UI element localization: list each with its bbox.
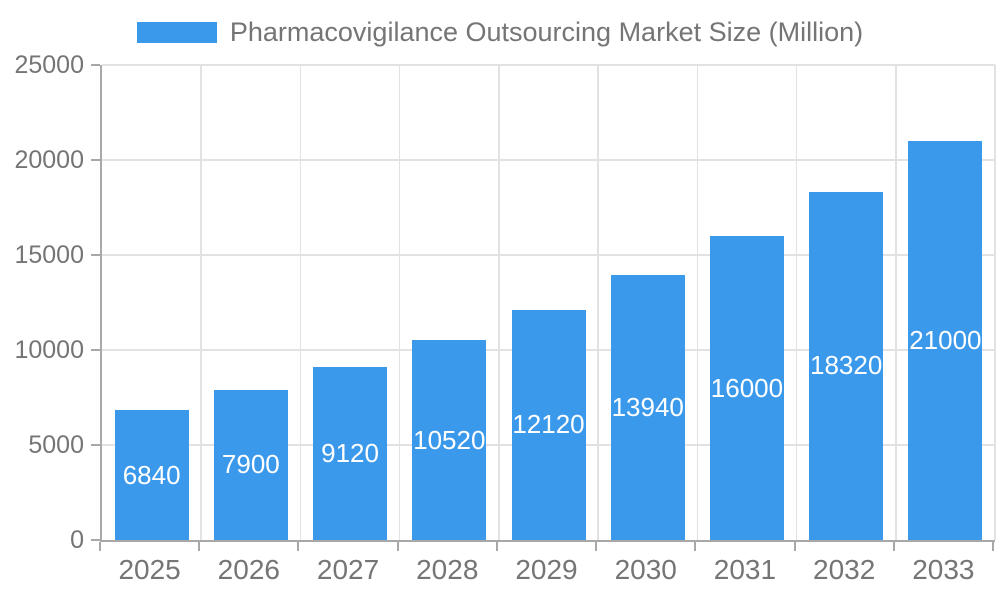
x-tick-mark xyxy=(595,542,598,551)
bar[interactable]: 18320 xyxy=(809,191,884,540)
chart-title: Pharmacovigilance Outsourcing Market Siz… xyxy=(229,17,864,47)
y-tick-label: 5000 xyxy=(28,431,84,459)
bar[interactable]: 13940 xyxy=(610,275,685,540)
h-gridline xyxy=(102,159,995,161)
bar[interactable]: 7900 xyxy=(213,389,288,540)
bar-value-label: 7900 xyxy=(221,449,280,480)
v-gridline xyxy=(398,65,401,540)
x-tick-mark xyxy=(396,542,399,551)
bar-value-label: 10520 xyxy=(413,424,486,455)
x-tick-label: 2029 xyxy=(515,554,578,585)
bar-value-label: 12120 xyxy=(512,409,585,440)
plot-area: 6840 7900 9120 10520 12120 13940 16000 18320 210… xyxy=(100,64,996,542)
legend-swatch xyxy=(136,22,217,43)
y-tick-mark xyxy=(91,254,100,256)
v-gridline xyxy=(795,65,798,540)
bar[interactable]: 9120 xyxy=(313,366,388,540)
bar-value-label: 16000 xyxy=(710,372,784,403)
x-tick-mark xyxy=(198,542,201,551)
y-tick-label: 0 xyxy=(70,526,84,554)
bar[interactable]: 21000 xyxy=(908,141,983,540)
y-tick-label: 10000 xyxy=(14,336,84,364)
x-tick-label: 2032 xyxy=(813,554,876,585)
bar-value-label: 21000 xyxy=(909,325,982,355)
h-gridline xyxy=(102,64,995,66)
bar[interactable]: 16000 xyxy=(709,236,784,540)
y-tick-label: 20000 xyxy=(14,146,84,174)
v-gridline xyxy=(200,65,202,540)
y-tick-label: 15000 xyxy=(14,241,84,269)
x-tick-mark xyxy=(495,542,498,551)
x-tick-label: 2026 xyxy=(217,554,280,585)
x-tick-mark xyxy=(99,542,101,551)
y-tick-mark xyxy=(91,159,100,161)
y-tick-mark xyxy=(91,349,100,351)
x-tick-mark xyxy=(793,542,796,551)
h-gridline xyxy=(102,254,995,256)
y-tick-mark xyxy=(91,64,100,66)
bar[interactable]: 10520 xyxy=(412,340,487,540)
bar-value-label: 6840 xyxy=(122,459,181,490)
x-tick-label: 2031 xyxy=(713,554,777,585)
x-tick-label: 2030 xyxy=(614,554,677,585)
x-tick-label: 2025 xyxy=(118,554,181,585)
bar-value-label: 9120 xyxy=(321,437,379,468)
legend[interactable]: Pharmacovigilance Outsourcing Market Siz… xyxy=(0,10,1000,55)
y-tick-mark xyxy=(91,444,100,446)
x-tick-mark xyxy=(297,542,300,551)
y-tick-label: 25000 xyxy=(14,51,84,79)
v-gridline xyxy=(299,65,302,540)
x-tick-mark xyxy=(694,542,697,551)
x-tick-label: 2028 xyxy=(416,554,479,585)
v-gridline xyxy=(498,65,500,540)
bar[interactable]: 12120 xyxy=(511,309,586,540)
x-tick-mark xyxy=(992,542,994,551)
v-gridline xyxy=(597,65,599,540)
v-gridline xyxy=(994,65,996,540)
x-tick-label: 2033 xyxy=(912,554,975,585)
x-tick-mark xyxy=(892,542,895,551)
x-tick-label: 2027 xyxy=(316,554,380,585)
bar[interactable]: 6840 xyxy=(114,410,189,540)
v-gridline xyxy=(895,65,897,540)
v-gridline xyxy=(696,65,699,540)
y-tick-mark xyxy=(91,539,100,541)
bar-value-label: 13940 xyxy=(611,392,684,423)
bar-value-label: 18320 xyxy=(810,350,883,381)
